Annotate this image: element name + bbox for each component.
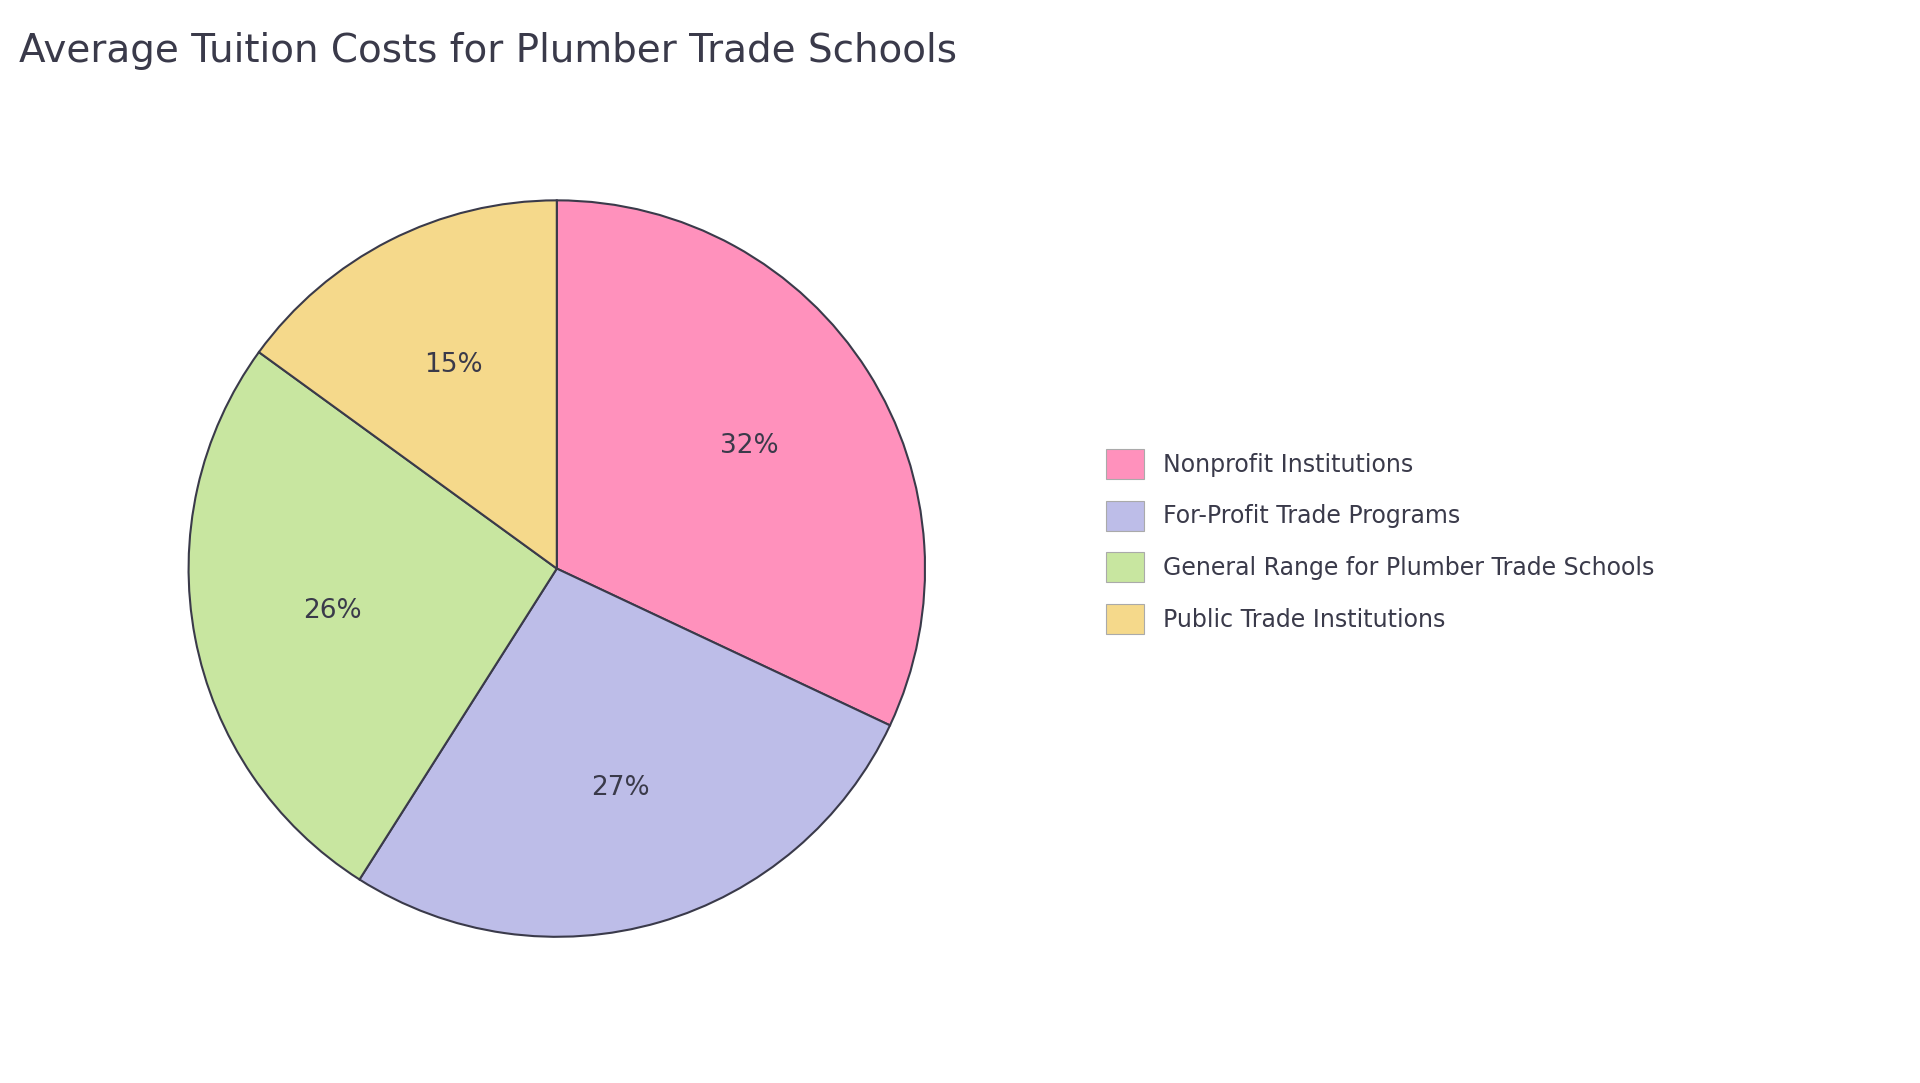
Legend: Nonprofit Institutions, For-Profit Trade Programs, General Range for Plumber Tra: Nonprofit Institutions, For-Profit Trade… xyxy=(1106,449,1655,634)
Wedge shape xyxy=(259,200,557,569)
Wedge shape xyxy=(359,569,891,937)
Text: 32%: 32% xyxy=(720,433,780,459)
Wedge shape xyxy=(557,200,925,726)
Text: 15%: 15% xyxy=(424,352,482,378)
Wedge shape xyxy=(188,352,557,879)
Text: 26%: 26% xyxy=(303,598,361,625)
Text: 27%: 27% xyxy=(591,774,649,800)
Text: Average Tuition Costs for Plumber Trade Schools: Average Tuition Costs for Plumber Trade … xyxy=(19,32,958,70)
